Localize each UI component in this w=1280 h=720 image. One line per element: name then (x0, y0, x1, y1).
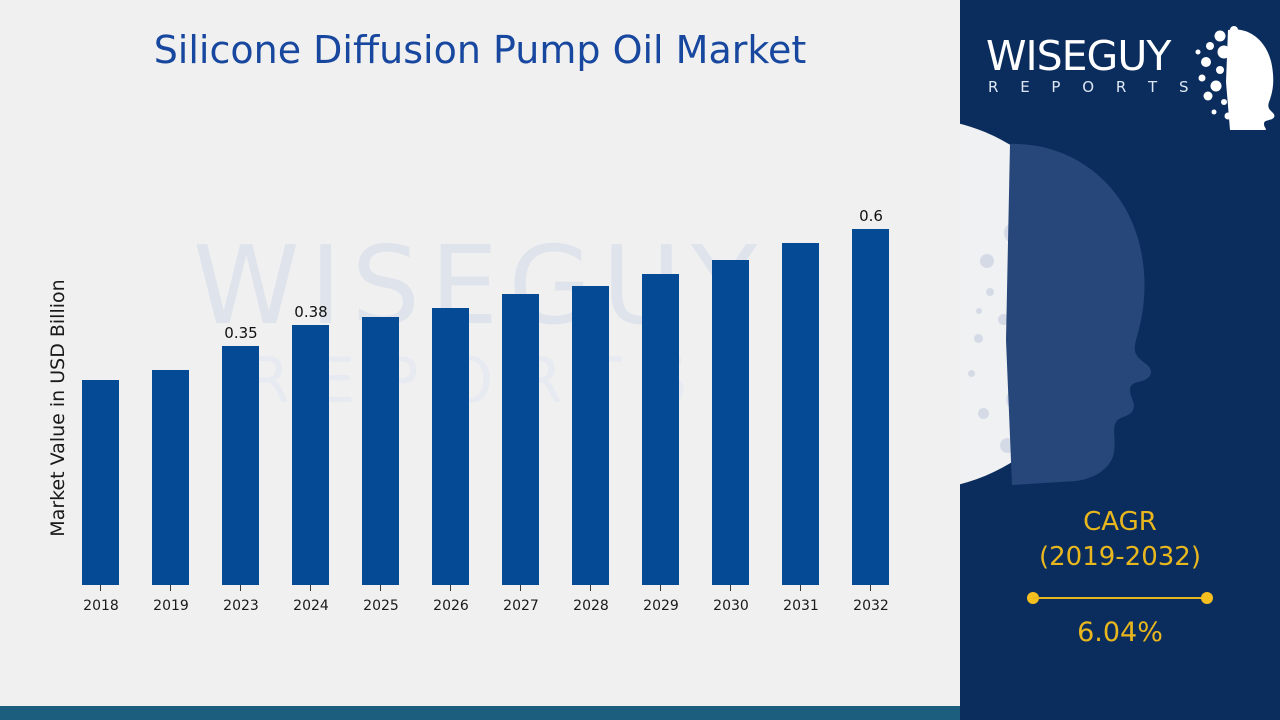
bar[interactable] (292, 325, 329, 585)
bar[interactable] (712, 260, 749, 585)
x-axis-tick (660, 585, 661, 591)
bar-chart-plot-area: 2018 2019 0.35 2023 0.38 2024 2025 2026 2027 2028… (66, 120, 936, 614)
bar[interactable] (502, 294, 539, 585)
cagr-range: (2019-2032) (1038, 541, 1201, 572)
bar-value-label: 0.38 (294, 303, 328, 321)
bar-group: 0.35 2023 (206, 120, 276, 614)
x-axis-tick-label: 2028 (573, 598, 609, 614)
chart-panel: WISEGUY REPORTS Silicone Diffusion Pump … (47, 28, 936, 614)
cagr-block: CAGR (2019-2032) 6.04% (960, 505, 1280, 648)
cagr-title: CAGR (1083, 507, 1157, 537)
bar-value-label: 0.35 (224, 324, 258, 342)
x-axis-tick-label: 2024 (293, 598, 329, 614)
bar[interactable] (152, 370, 189, 585)
bar-group: 2018 (66, 120, 136, 614)
bar[interactable] (782, 243, 819, 585)
brand-panel: WISEGUY R E P O R T S CAGR (2019-2032) (960, 0, 1280, 720)
footer-strip (0, 706, 960, 720)
bar-group: 2025 (346, 120, 416, 614)
bar-group: 2028 (556, 120, 626, 614)
logo-subtitle: R E P O R T S (988, 78, 1197, 96)
bar[interactable] (362, 317, 399, 585)
x-axis-tick (310, 585, 311, 591)
bar-group: 0.38 2024 (276, 120, 346, 614)
x-axis-tick-label: 2030 (713, 598, 749, 614)
x-axis-tick-label: 2031 (783, 598, 819, 614)
divider-dot-right (1201, 592, 1213, 605)
x-axis-tick-label: 2027 (503, 598, 539, 614)
x-axis-tick-label: 2029 (643, 598, 679, 614)
x-axis-tick (450, 585, 451, 591)
head-profile-silhouette (1006, 143, 1151, 485)
bar-group: 2030 (696, 120, 766, 614)
x-axis-tick-label: 2018 (83, 598, 119, 614)
logo-head-icon (1195, 26, 1275, 130)
divider-line (1033, 597, 1207, 600)
bar[interactable] (82, 380, 119, 585)
bar-group: 2029 (626, 120, 696, 614)
bar[interactable] (222, 346, 259, 585)
bar-group: 2019 (136, 120, 206, 614)
page-title: Silicone Diffusion Pump Oil Market (153, 28, 807, 72)
x-axis-tick (240, 585, 241, 591)
x-axis-tick-label: 2026 (433, 598, 469, 614)
x-axis-tick-label: 2019 (153, 598, 189, 614)
bar-group: 2027 (486, 120, 556, 614)
cagr-divider (1027, 592, 1213, 605)
brand-logo: WISEGUY R E P O R T S (960, 26, 1280, 130)
x-axis-tick (380, 585, 381, 591)
x-axis-tick (590, 585, 591, 591)
bar-group: 2031 (766, 120, 836, 614)
x-axis-tick (800, 585, 801, 591)
cagr-value: 6.04% (1077, 617, 1163, 649)
bar[interactable] (432, 308, 469, 585)
bar[interactable] (572, 286, 609, 585)
bar[interactable] (852, 229, 889, 585)
x-axis-tick (730, 585, 731, 591)
x-axis-tick-label: 2025 (363, 598, 399, 614)
x-axis-tick-label: 2032 (853, 598, 889, 614)
x-axis-tick-label: 2023 (223, 598, 259, 614)
x-axis-tick (170, 585, 171, 591)
bar-value-label: 0.6 (859, 207, 883, 225)
x-axis-tick (520, 585, 521, 591)
bar-group: 2026 (416, 120, 486, 614)
bar-group: 0.6 2032 (836, 120, 906, 614)
bar[interactable] (642, 274, 679, 585)
x-axis-tick (870, 585, 871, 591)
x-axis-tick (100, 585, 101, 591)
logo-wordmark: WISEGUY (986, 32, 1171, 80)
